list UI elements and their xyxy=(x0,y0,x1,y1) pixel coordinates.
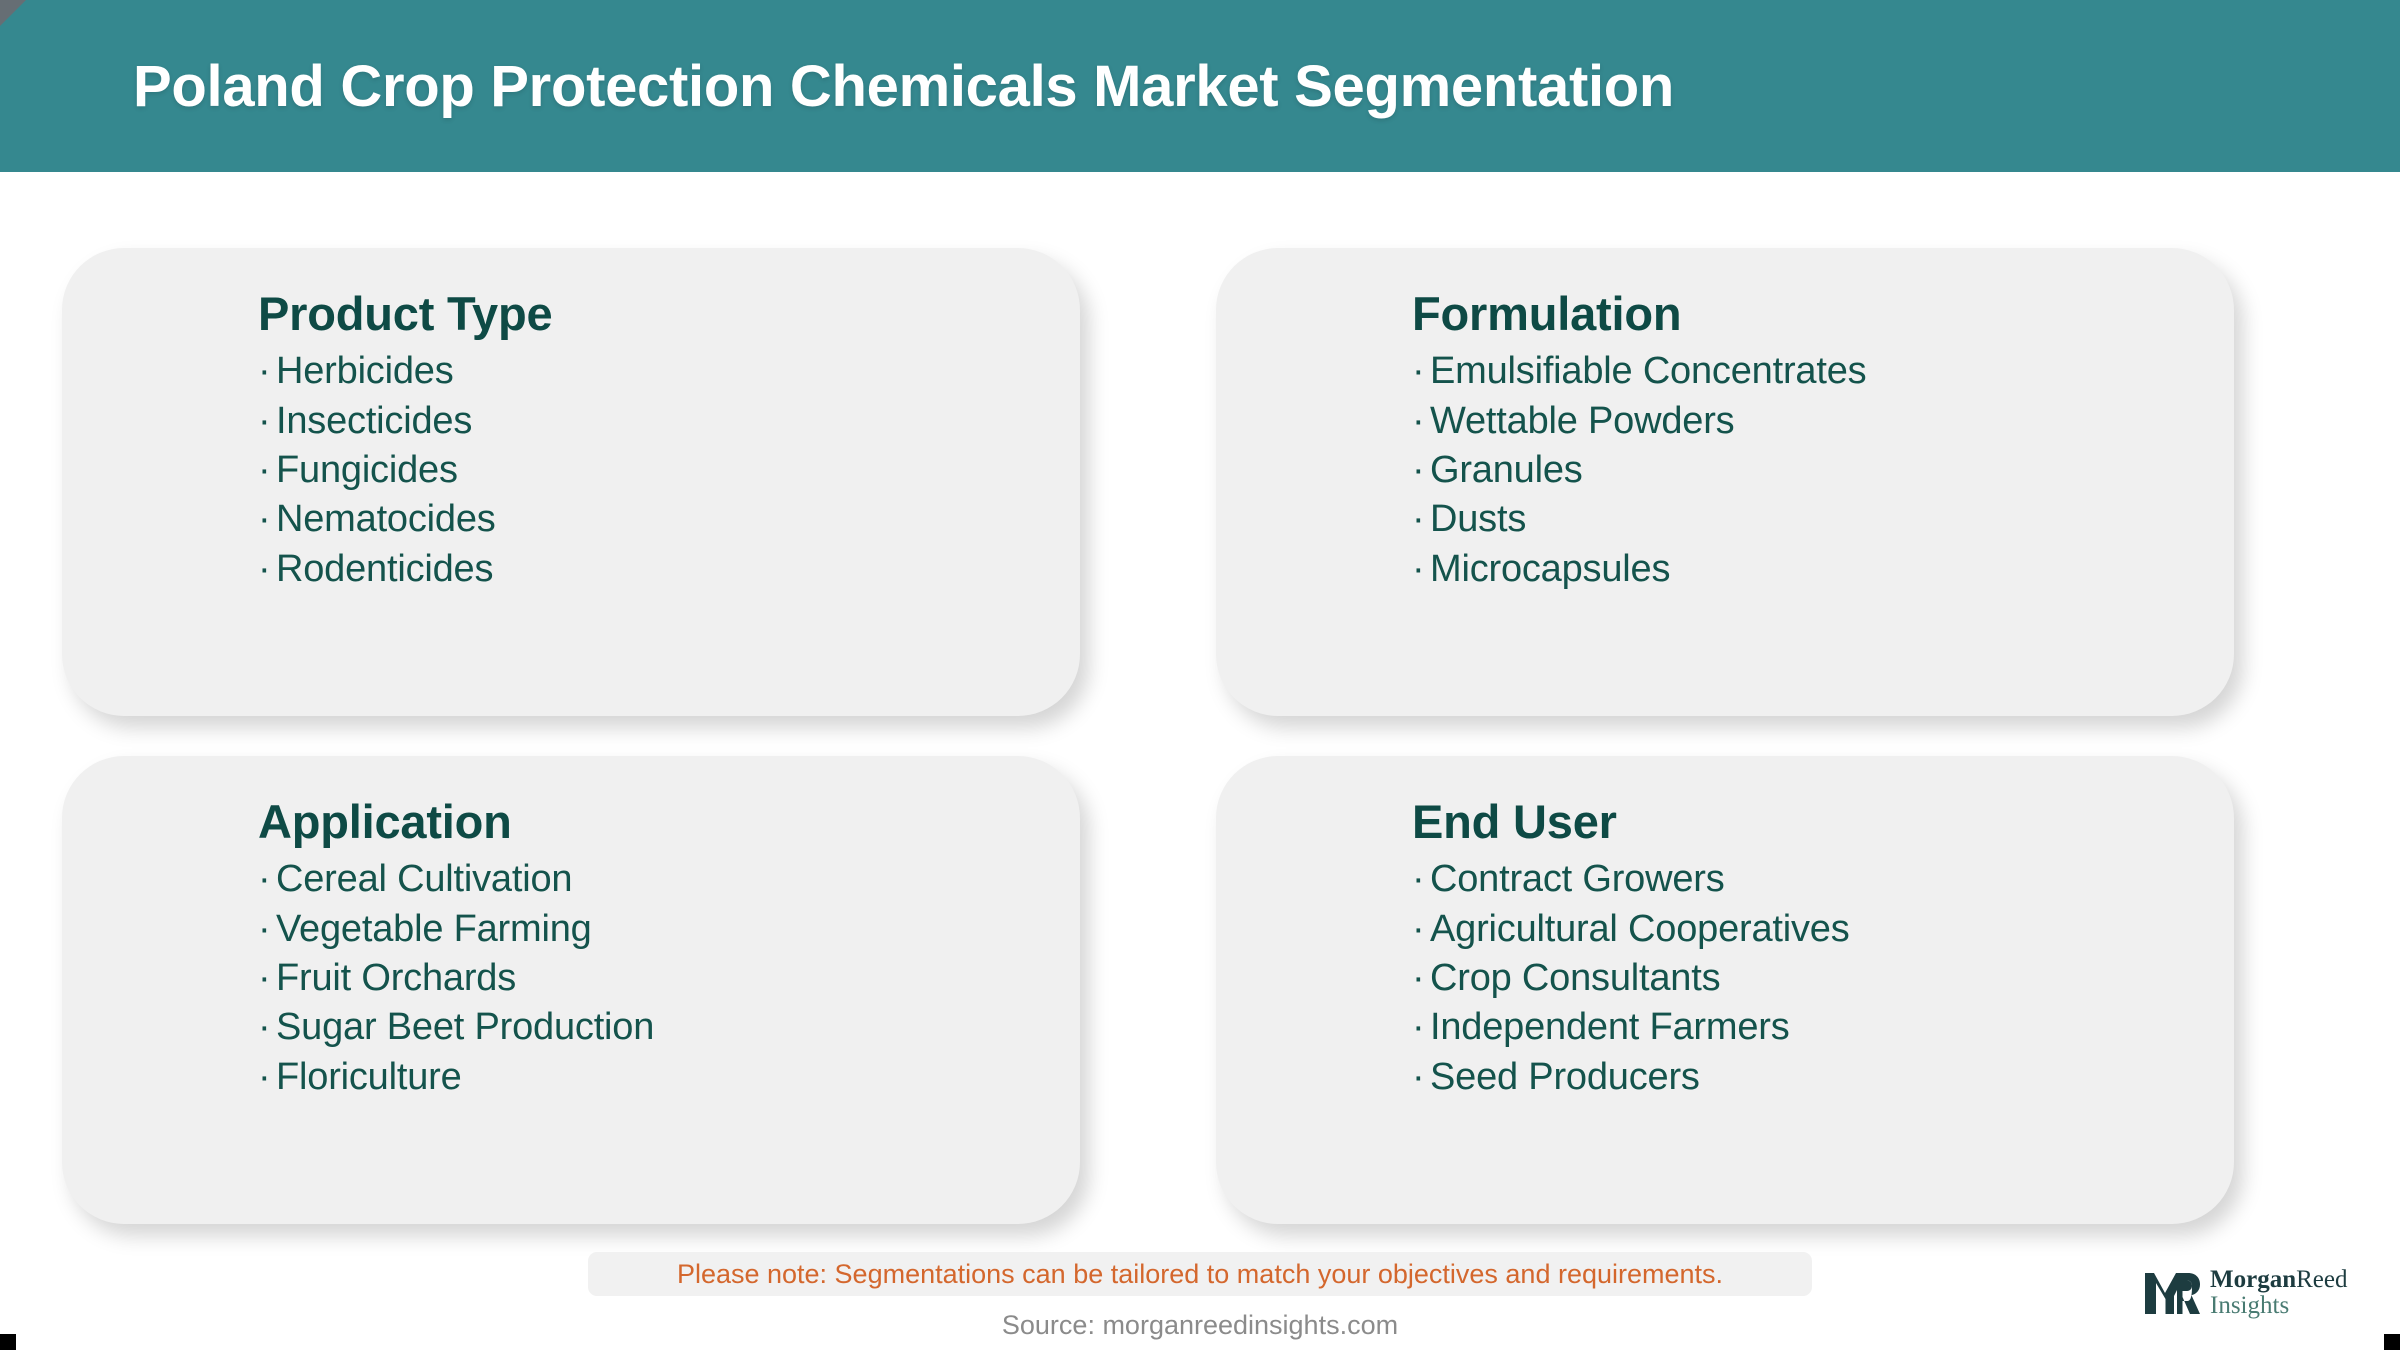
list-item-label: Crop Consultants xyxy=(1430,957,1721,999)
list-item: · Seed Producers xyxy=(1412,1053,2194,1102)
list-item-label: Sugar Beet Production xyxy=(276,1006,655,1049)
list-item-label: Cereal Cultivation xyxy=(276,858,573,901)
bullet-icon: · xyxy=(258,498,271,541)
bullet-icon: · xyxy=(258,350,271,393)
list-item: · Floriculture xyxy=(258,1053,1040,1102)
list-item-label: Nematocides xyxy=(276,498,496,541)
list-item-label: Insecticides xyxy=(276,399,473,442)
bullet-icon: · xyxy=(1412,858,1425,901)
list-item: · Fruit Orchards xyxy=(258,954,1040,1003)
card-title: Product Type xyxy=(258,287,553,340)
list-item-label: Seed Producers xyxy=(1430,1055,1700,1098)
card-title: Formulation xyxy=(1412,287,1682,340)
segmentation-card-end-user[interactable]: End User · Contract Growers · Agricultural… xyxy=(1216,756,2234,1224)
list-item-label: Contract Growers xyxy=(1430,858,1725,901)
card-title: End User xyxy=(1412,795,1617,848)
list-item: · Dusts xyxy=(1412,495,2194,544)
list-item-label: Agricultural Cooperatives xyxy=(1430,907,1850,950)
card-item-list: · Contract Growers · Agricultural Cooperat… xyxy=(1412,855,2194,1102)
brand-name-primary: Morgan xyxy=(2210,1266,2297,1293)
list-item: · Sugar Beet Production xyxy=(258,1003,1040,1052)
source-attribution: Source: morganreedinsights.com xyxy=(1001,1310,1399,1340)
page-footer: Please note: Segmentations can be tailor… xyxy=(0,1252,2400,1350)
list-item: · Emulsifiable Concentrates xyxy=(1412,347,2194,396)
list-item-label: Rodenticides xyxy=(276,547,494,590)
brand-wordmark: MorganReed Insights xyxy=(2210,1267,2347,1319)
list-item-label: Granules xyxy=(1430,449,1583,491)
card-surface: End User · Contract Growers · Agricultural… xyxy=(1216,756,2234,1224)
bullet-icon: · xyxy=(1412,498,1425,541)
bullet-icon: · xyxy=(258,449,271,491)
list-item-label: Wettable Powders xyxy=(1430,399,1735,442)
list-item: · Crop Consultants xyxy=(1412,954,2194,1003)
list-item-label: Independent Farmers xyxy=(1430,1006,1790,1049)
bullet-icon: · xyxy=(1412,449,1425,491)
bullet-icon: · xyxy=(258,547,271,590)
list-item: · Independent Farmers xyxy=(1412,1003,2194,1052)
list-item-label: Fungicides xyxy=(276,449,458,491)
list-item: · Granules xyxy=(1412,446,2194,495)
corner-fold-icon xyxy=(0,0,26,26)
card-content: Product Type · Herbicides · Insecticides ·… xyxy=(258,284,1040,594)
customization-note: Please note: Segmentations can be tailor… xyxy=(588,1252,1812,1296)
card-content: Formulation · Emulsifiable Concentrates ·… xyxy=(1412,284,2194,594)
card-item-list: · Cereal Cultivation · Vegetable Farming ·… xyxy=(258,855,1040,1102)
card-content: Application · Cereal Cultivation · Vegetab… xyxy=(258,792,1040,1102)
list-item: · Microcapsules xyxy=(1412,545,2194,594)
bullet-icon: · xyxy=(258,1055,271,1098)
brand-logo[interactable]: MorganReed Insights xyxy=(2143,1262,2363,1324)
bullet-icon: · xyxy=(1412,1055,1425,1098)
mr-monogram-icon xyxy=(2145,1273,2200,1314)
segmentation-card-grid: Product Type · Herbicides · Insecticides ·… xyxy=(0,172,2400,1252)
list-item: · Contract Growers xyxy=(1412,855,2194,904)
bullet-icon: · xyxy=(258,957,271,999)
bullet-icon: · xyxy=(1412,399,1425,442)
bullet-icon: · xyxy=(258,858,271,901)
bullet-icon: · xyxy=(1412,350,1425,393)
list-item: · Cereal Cultivation xyxy=(258,855,1040,904)
card-item-list: · Emulsifiable Concentrates · Wettable Pow… xyxy=(1412,347,2194,594)
segmentation-card-application[interactable]: Application · Cereal Cultivation · Vegetab… xyxy=(62,756,1080,1224)
list-item: · Agricultural Cooperatives xyxy=(1412,905,2194,954)
bullet-icon: · xyxy=(1412,1006,1425,1049)
brand-name-secondary: Reed xyxy=(2296,1266,2348,1293)
card-item-list: · Herbicides · Insecticides · Fungicides · N… xyxy=(258,347,1040,594)
page-header: Poland Crop Protection Chemicals Market … xyxy=(0,0,2400,172)
list-item-label: Fruit Orchards xyxy=(276,957,517,999)
list-item-label: Vegetable Farming xyxy=(276,907,592,950)
customization-note-text: Please note: Segmentations can be tailor… xyxy=(676,1258,1724,1289)
list-item: · Insecticides xyxy=(258,397,1040,446)
list-item-label: Herbicides xyxy=(276,350,454,393)
brand-name: MorganReed xyxy=(2210,1267,2347,1293)
corner-marker-bottom-right xyxy=(2384,1334,2400,1350)
list-item: · Wettable Powders xyxy=(1412,397,2194,446)
list-item: · Fungicides xyxy=(258,446,1040,495)
card-content: End User · Contract Growers · Agricultural… xyxy=(1412,792,2194,1102)
bullet-icon: · xyxy=(1412,957,1425,999)
brand-tagline: Insights xyxy=(2210,1292,2290,1319)
list-item: · Vegetable Farming xyxy=(258,905,1040,954)
bullet-icon: · xyxy=(258,907,271,950)
card-surface: Application · Cereal Cultivation · Vegetab… xyxy=(62,756,1080,1224)
segmentation-card-formulation[interactable]: Formulation · Emulsifiable Concentrates ·… xyxy=(1216,248,2234,716)
page-title: Poland Crop Protection Chemicals Market … xyxy=(133,53,1675,119)
list-item-label: Dusts xyxy=(1430,498,1527,541)
card-surface: Formulation · Emulsifiable Concentrates ·… xyxy=(1216,248,2234,716)
list-item: · Rodenticides xyxy=(258,545,1040,594)
card-title: Application xyxy=(258,795,512,848)
bullet-icon: · xyxy=(1412,907,1425,950)
bullet-icon: · xyxy=(258,399,271,442)
bullet-icon: · xyxy=(258,1006,271,1049)
list-item: · Herbicides xyxy=(258,347,1040,396)
card-surface: Product Type · Herbicides · Insecticides ·… xyxy=(62,248,1080,716)
segmentation-card-product-type[interactable]: Product Type · Herbicides · Insecticides ·… xyxy=(62,248,1080,716)
corner-marker-bottom-left xyxy=(0,1334,16,1350)
list-item-label: Emulsifiable Concentrates xyxy=(1430,350,1867,393)
bullet-icon: · xyxy=(1412,547,1425,590)
list-item: · Nematocides xyxy=(258,495,1040,544)
list-item-label: Microcapsules xyxy=(1430,547,1671,590)
list-item-label: Floriculture xyxy=(276,1055,462,1098)
